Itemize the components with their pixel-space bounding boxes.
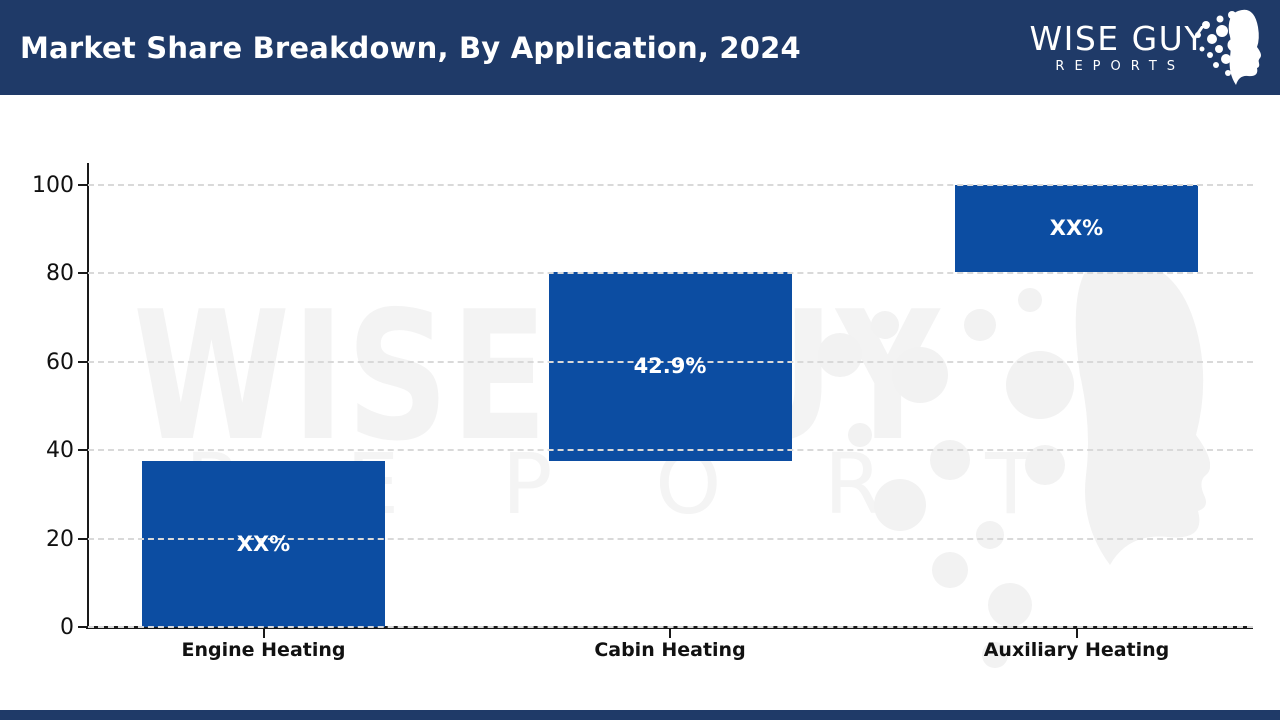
watermark-text: WISE GUY: [133, 273, 941, 480]
watermark: WISE GUY R E P O R T S: [0, 95, 1280, 710]
gridline-60: [88, 360, 1253, 363]
bar-value-label: XX%: [1049, 216, 1104, 241]
gridline-80: [88, 272, 1253, 275]
page-title: Market Share Breakdown, By Application, …: [20, 30, 801, 65]
gridline-100: [88, 184, 1253, 186]
logo-face-icon: [1195, 9, 1261, 85]
y-tick-20: [78, 537, 88, 540]
gridline-40: [88, 449, 1253, 452]
gridline-20: [88, 537, 1253, 540]
logo-subtext: REPORTS: [1055, 58, 1186, 74]
y-tick-40: [78, 449, 88, 452]
bar-value-label: XX%: [236, 532, 291, 557]
y-tick-label-20: 20: [46, 526, 74, 552]
y-tick-100: [78, 184, 88, 186]
logo-wordmark: WISE GUY: [1029, 18, 1206, 58]
wise-guy-logo: WISE GUY REPORTS: [1029, 5, 1264, 91]
y-tick-label-80: 80: [46, 261, 74, 287]
bar-cabin-heating: [548, 271, 792, 462]
x-category-label-1: Engine Heating: [181, 639, 346, 661]
y-axis-line: [86, 163, 89, 629]
bar-engine-heating: [142, 461, 385, 627]
bar-auxiliary-heating: [955, 185, 1198, 272]
bar-value-label: 42.9%: [633, 354, 707, 379]
x-category-label-2: Cabin Heating: [594, 639, 746, 661]
y-tick-label-60: 60: [46, 349, 74, 375]
y-tick-80: [78, 272, 88, 275]
x-tick-2: [669, 628, 671, 638]
footer-bar: [0, 710, 1280, 720]
x-category-label-3: Auxiliary Heating: [983, 639, 1170, 661]
y-tick-60: [78, 360, 88, 363]
gridline-0: [88, 626, 1253, 628]
x-tick-3: [1075, 628, 1078, 638]
y-tick-0: [78, 626, 88, 628]
y-tick-label-40: 40: [46, 438, 74, 464]
y-tick-label-0: 0: [60, 615, 74, 640]
y-tick-label-100: 100: [32, 173, 74, 198]
header-bar: Market Share Breakdown, By Application, …: [0, 0, 1280, 95]
x-tick-1: [262, 628, 265, 638]
